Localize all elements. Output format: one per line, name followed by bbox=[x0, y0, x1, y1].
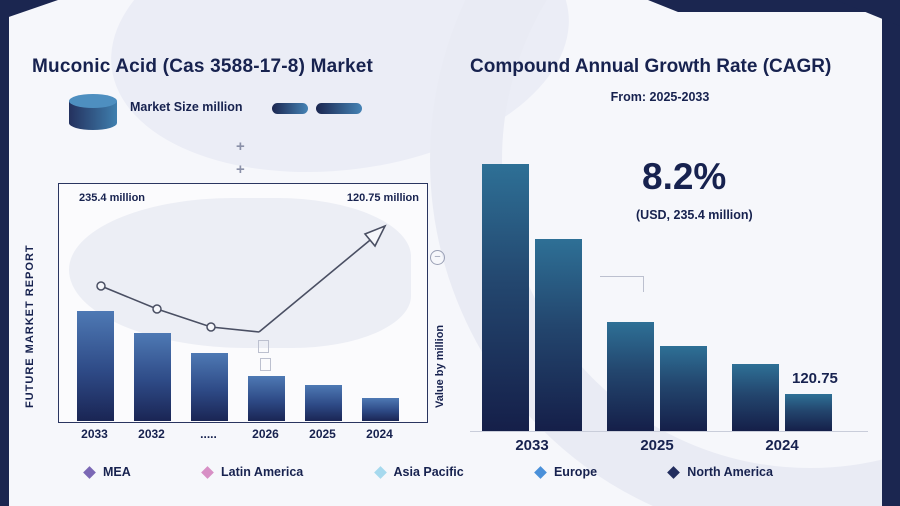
right-edge-bar bbox=[882, 0, 900, 506]
chart-annotation-right: 120.75 million bbox=[346, 192, 419, 204]
diamond-icon bbox=[667, 465, 681, 479]
legend-item-europe: Europe bbox=[534, 465, 598, 479]
market-xlabel: 2026 bbox=[252, 427, 279, 441]
minus-circle-icon: − bbox=[430, 250, 445, 265]
cagr-bar bbox=[535, 239, 582, 431]
chart-annotation-left: 235.4 million bbox=[79, 192, 146, 204]
corner-bracket-decoration bbox=[600, 276, 644, 292]
square-outline-icon bbox=[258, 340, 269, 353]
database-icon bbox=[69, 94, 117, 130]
cagr-bar bbox=[607, 322, 654, 431]
market-bar-2032 bbox=[134, 333, 171, 421]
legend-item-mea: MEA bbox=[83, 465, 131, 479]
market-xlabel: 2032 bbox=[138, 427, 165, 441]
cagr-bar-callout: 120.75 bbox=[792, 370, 838, 387]
diamond-icon bbox=[83, 465, 96, 479]
market-bar-2025 bbox=[305, 385, 342, 421]
market-bar-2024 bbox=[362, 398, 399, 421]
cagr-group-2024: 2024 bbox=[732, 364, 832, 454]
diamond-icon bbox=[534, 465, 547, 479]
left-edge-bar bbox=[0, 0, 9, 506]
cagr-bar bbox=[660, 346, 707, 431]
future-market-report-label: FUTURE MARKET REPORT bbox=[24, 244, 36, 408]
value-axis-label: Value by million bbox=[434, 324, 446, 408]
top-edge-band bbox=[648, 0, 900, 12]
market-xlabel: 2024 bbox=[366, 427, 393, 441]
legend-label: MEA bbox=[103, 465, 131, 479]
legend-label: Europe bbox=[553, 465, 598, 479]
diamond-icon bbox=[373, 465, 387, 479]
legend-label: Asia Pacific bbox=[393, 465, 464, 479]
market-xlabel: 2025 bbox=[309, 427, 336, 441]
cagr-note: (USD, 235.4 million) bbox=[636, 208, 753, 222]
plus-icon: + bbox=[236, 161, 245, 178]
legend-item-asia-pacific: Asia Pacific bbox=[373, 465, 464, 479]
top-left-corner bbox=[0, 0, 58, 20]
cagr-chart-baseline bbox=[470, 431, 868, 432]
region-legend: MEA Latin America Asia Pacific Europe North … bbox=[83, 465, 773, 479]
cagr-group-label: 2033 bbox=[515, 437, 549, 454]
square-outline-icon bbox=[260, 358, 271, 371]
cagr-value: 8.2% bbox=[642, 156, 727, 197]
market-xlabel: ..... bbox=[200, 427, 217, 441]
market-size-chart: 235.4 million 120.75 million bbox=[58, 183, 428, 423]
cagr-group-2025: 2025 bbox=[607, 322, 707, 454]
cagr-group-2033: 2033 bbox=[482, 164, 582, 454]
plus-icon: + bbox=[236, 138, 245, 155]
legend-item-latin-america: Latin America bbox=[201, 465, 304, 479]
cagr-group-label: 2025 bbox=[640, 437, 674, 454]
market-bar-2026 bbox=[248, 376, 285, 421]
market-bar-2033 bbox=[77, 311, 114, 421]
cagr-subtitle: From: 2025-2033 bbox=[610, 90, 710, 104]
market-xlabel: 2033 bbox=[81, 427, 108, 441]
page-title: Muconic Acid (Cas 3588-17-8) Market bbox=[32, 56, 374, 77]
cagr-bars: 2033 2025 2024 bbox=[482, 164, 832, 454]
legend-label: Latin America bbox=[221, 465, 304, 479]
cagr-bar bbox=[785, 394, 832, 431]
legend-label: North America bbox=[687, 465, 773, 479]
cagr-bar bbox=[732, 364, 779, 431]
market-size-legend-label: Market Size million bbox=[130, 100, 243, 114]
market-bar-..... bbox=[191, 353, 228, 421]
cagr-title: Compound Annual Growth Rate (CAGR) bbox=[470, 56, 832, 77]
diamond-icon bbox=[201, 465, 214, 479]
market-bars bbox=[77, 221, 399, 421]
gradient-pill-icon bbox=[316, 103, 362, 114]
cagr-group-label: 2024 bbox=[765, 437, 799, 454]
gradient-pill-icon bbox=[272, 103, 308, 114]
legend-item-north-america: North America bbox=[667, 465, 773, 479]
market-xlabels: 2033 2032..... 2026 2025 2024 bbox=[76, 427, 398, 441]
cagr-bar bbox=[482, 164, 529, 431]
